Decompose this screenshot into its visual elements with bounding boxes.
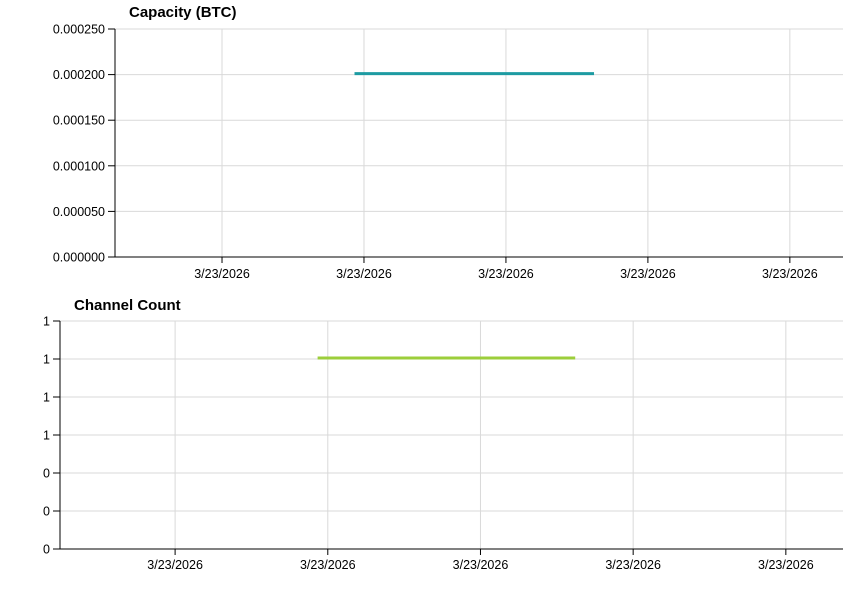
capacity-chart-title: Capacity (BTC) [129,4,237,21]
y-tick-label: 0.000250 [53,23,105,37]
capacity-chart: 0.000250 0.000200 0.000150 0.000100 0.000050… [53,23,843,281]
x-tick-label: 3/23/2026 [762,267,818,281]
y-tick-label: 0.000100 [53,159,105,173]
channel-count-chart: 1 1 1 1 0 0 0 3/23/2026 3/23/2026 3/23/2026 3/23/2… [43,315,843,572]
x-tick-label: 3/23/2026 [605,558,661,572]
y-tick-label: 1 [43,353,50,367]
y-tick-label: 0.000150 [53,114,105,128]
y-tick-label: 1 [43,391,50,405]
y-tick-label: 0.000050 [53,205,105,219]
channel-count-chart-title: Channel Count [74,297,181,314]
y-tick-label: 0 [43,505,50,519]
x-tick-label: 3/23/2026 [758,558,814,572]
x-tick-label: 3/23/2026 [620,267,676,281]
y-tick-label: 0.000200 [53,68,105,82]
y-tick-label: 0 [43,543,50,557]
x-tick-label: 3/23/2026 [194,267,250,281]
x-tick-label: 3/23/2026 [147,558,203,572]
y-tick-label: 1 [43,315,50,329]
x-tick-label: 3/23/2026 [478,267,534,281]
x-tick-label: 3/23/2026 [336,267,392,281]
x-tick-label: 3/23/2026 [300,558,356,572]
y-tick-label: 1 [43,429,50,443]
y-tick-label: 0 [43,467,50,481]
x-tick-label: 3/23/2026 [453,558,509,572]
y-tick-label: 0.000000 [53,251,105,265]
